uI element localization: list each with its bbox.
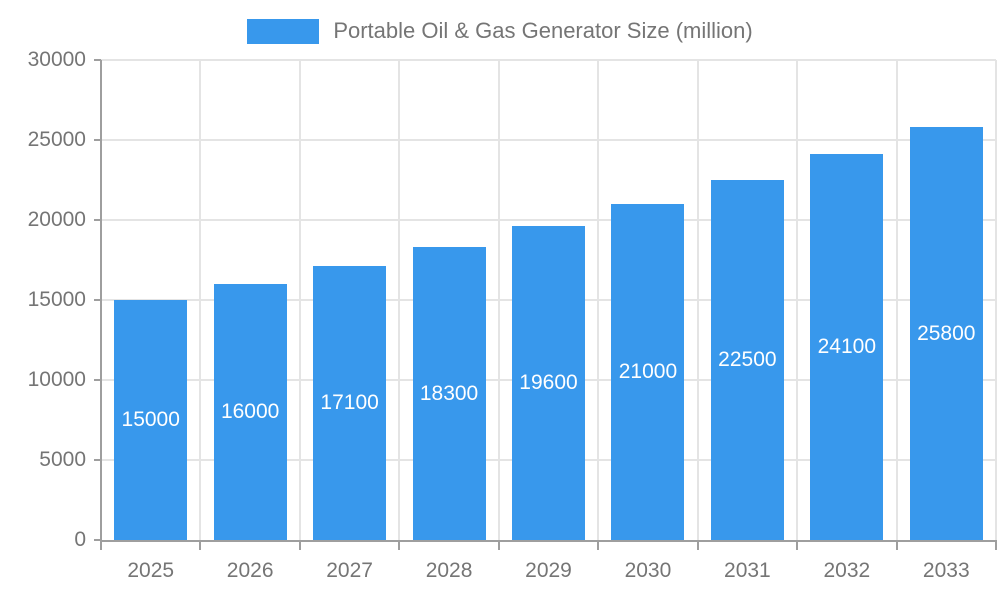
x-tick (796, 542, 799, 550)
y-tick (94, 139, 101, 141)
x-boundary-gridline (995, 60, 997, 540)
bar: 22500 (710, 180, 784, 540)
y-tick-label: 5000 (39, 448, 86, 471)
y-axis-line (100, 60, 102, 542)
x-tick (895, 542, 898, 550)
y-tick-label: 15000 (27, 288, 86, 311)
bar: 25800 (909, 127, 983, 540)
x-tick (995, 542, 997, 550)
x-tick-label: 2026 (226, 559, 274, 582)
y-tick (94, 299, 101, 301)
x-tick-label: 2029 (525, 559, 572, 582)
bar: 18300 (412, 247, 486, 540)
y-gridline (101, 139, 996, 141)
bar: 17100 (313, 266, 387, 540)
bar-value-label: 15000 (121, 408, 180, 431)
bar: 21000 (611, 204, 685, 540)
plot-area: 15000 16000 17100 18300 19600 21000 22500 24100… (101, 59, 997, 540)
x-tick-label: 2027 (326, 559, 373, 582)
x-tick-label: 2031 (724, 559, 771, 582)
x-boundary-gridline (796, 60, 799, 540)
y-tick (94, 379, 101, 381)
y-gridline (101, 59, 996, 61)
bar-value-label: 24100 (817, 335, 877, 359)
x-tick-label: 2032 (823, 559, 871, 582)
bar-value-label: 17100 (320, 391, 379, 415)
bar-value-label: 21000 (618, 360, 678, 383)
bar: 24100 (810, 154, 884, 540)
legend-label: Portable Oil & Gas Generator Size (milli… (333, 18, 753, 43)
x-tick (298, 542, 301, 550)
legend-item[interactable]: Portable Oil & Gas Generator Size (milli… (247, 18, 753, 44)
x-tick (497, 542, 500, 550)
x-tick-label: 2025 (127, 559, 175, 582)
x-tick (199, 542, 202, 550)
x-tick (398, 542, 401, 550)
x-boundary-gridline (199, 60, 202, 540)
bar: 16000 (213, 284, 287, 540)
x-tick (100, 542, 102, 550)
y-tick (94, 459, 101, 461)
y-tick-label: 10000 (27, 368, 86, 391)
y-tick (94, 219, 101, 221)
x-tick-label: 2028 (425, 559, 473, 582)
bar-value-label: 16000 (220, 400, 280, 423)
x-tick-label: 2030 (624, 559, 672, 582)
legend-swatch (247, 18, 320, 44)
x-tick-label: 2033 (922, 559, 970, 582)
y-tick (94, 539, 101, 541)
bar-value-label: 18300 (419, 381, 479, 405)
x-tick (696, 542, 699, 550)
chart-legend: Portable Oil & Gas Generator Size (milli… (0, 18, 1000, 44)
bar-value-label: 19600 (519, 371, 578, 395)
x-axis-line (100, 540, 997, 542)
x-boundary-gridline (696, 60, 699, 540)
x-boundary-gridline (597, 60, 600, 540)
y-tick-label: 20000 (27, 208, 86, 231)
x-boundary-gridline (497, 60, 500, 540)
y-tick-label: 30000 (27, 48, 86, 71)
y-tick-label: 25000 (27, 128, 86, 151)
x-boundary-gridline (298, 60, 301, 540)
x-boundary-gridline (398, 60, 401, 540)
y-gridline (101, 219, 996, 221)
bar: 15000 (114, 300, 188, 540)
x-tick (597, 542, 600, 550)
bar: 19600 (512, 226, 585, 540)
x-boundary-gridline (895, 60, 898, 540)
y-tick-label: 0 (74, 528, 86, 551)
bar-value-label: 22500 (718, 348, 777, 371)
y-tick (94, 59, 101, 61)
bar-value-label: 25800 (917, 321, 976, 345)
